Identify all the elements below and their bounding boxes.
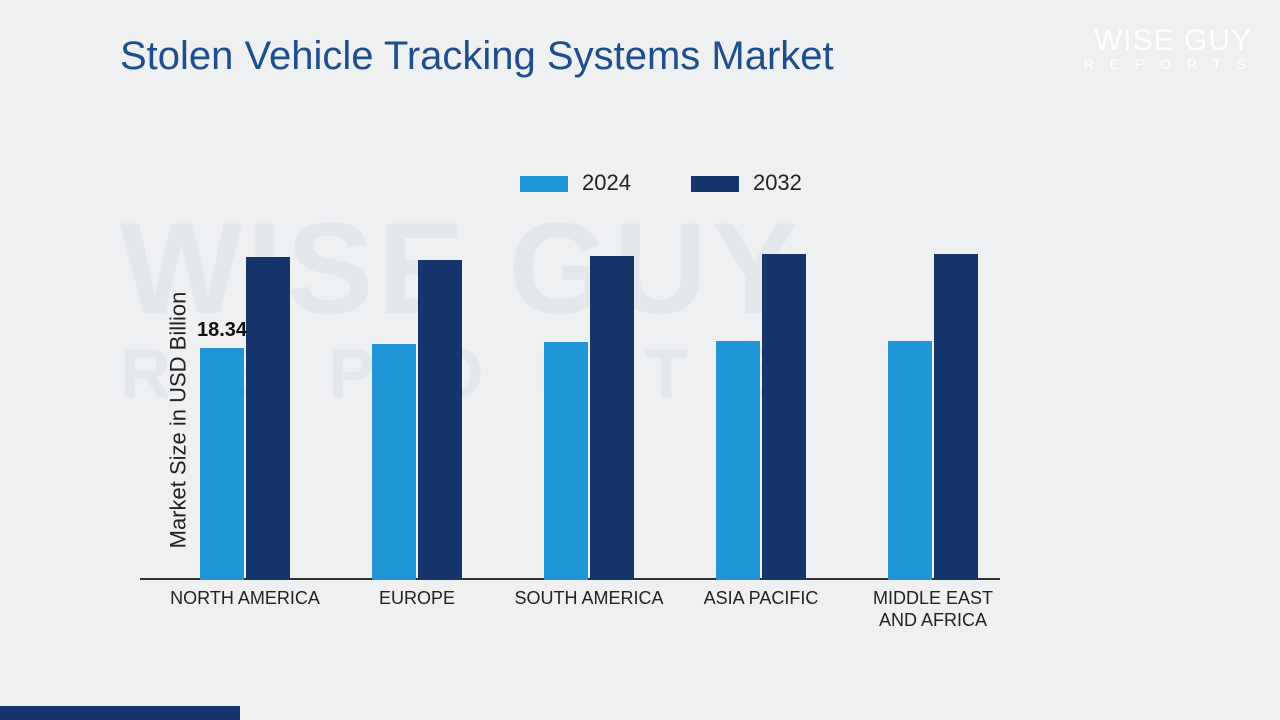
bar (418, 260, 462, 580)
bar (372, 344, 416, 580)
bar-group: EUROPE (372, 260, 462, 580)
bar (762, 254, 806, 580)
bar (590, 256, 634, 580)
bar (888, 341, 932, 580)
bar-group: MIDDLE EAST AND AFRICA (888, 254, 978, 580)
brand-line1: WISE GUY (1084, 24, 1252, 58)
bar-data-label: 18.34 (197, 319, 247, 342)
chart: Market Size in USD Billion NORTH AMERICA… (60, 160, 1000, 680)
bar (200, 348, 244, 580)
bar-group: SOUTH AMERICA (544, 256, 634, 580)
plot-area: NORTH AMERICA EUROPE SOUTH AMERICA ASIA PAC… (140, 200, 1000, 580)
x-axis-label: ASIA PACIFIC (681, 580, 841, 610)
bar (544, 342, 588, 580)
x-axis-label: EUROPE (337, 580, 497, 610)
bar-group: ASIA PACIFIC (716, 254, 806, 580)
footer-accent-bar (0, 706, 240, 720)
x-axis-label: NORTH AMERICA (165, 580, 325, 610)
bar (246, 257, 290, 580)
brand-line2: R E P O R T S (1084, 56, 1252, 72)
x-axis-label: SOUTH AMERICA (509, 580, 669, 610)
bar (716, 341, 760, 580)
bar (934, 254, 978, 580)
stage: WISE GUY R E P O R T S Stolen Vehicle Tr… (0, 0, 1280, 720)
chart-title: Stolen Vehicle Tracking Systems Market (120, 34, 834, 78)
brand-logo: WISE GUY R E P O R T S (1084, 24, 1252, 72)
x-axis-label: MIDDLE EAST AND AFRICA (853, 580, 1013, 631)
bar-group: NORTH AMERICA (200, 257, 290, 580)
